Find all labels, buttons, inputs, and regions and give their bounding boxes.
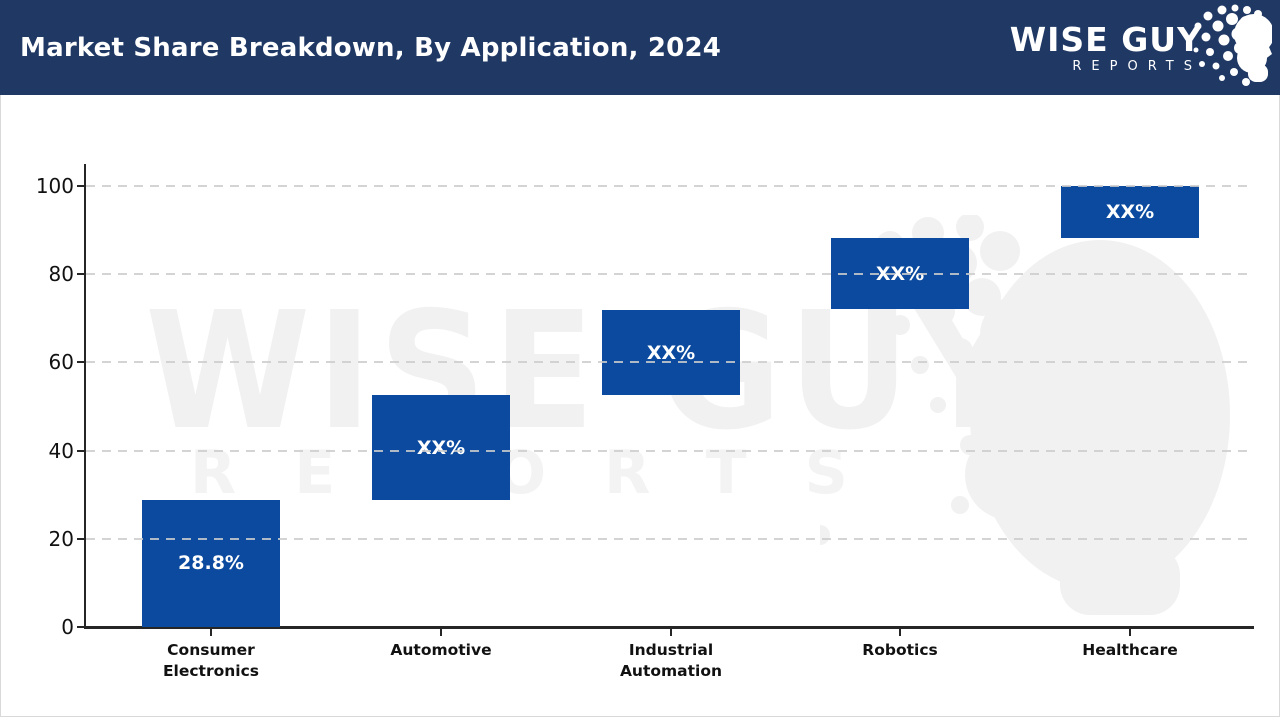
category-label: Automotive <box>390 641 492 659</box>
y-tick-label-0: 0 <box>61 615 74 639</box>
y-tick-label-80: 80 <box>48 262 74 287</box>
category-label: Industrial Automation <box>619 641 723 680</box>
y-tick-label-40: 40 <box>48 438 74 463</box>
logo-name-text: WISE GUY <box>1009 20 1202 59</box>
x-tick-mark <box>670 629 672 636</box>
category-label: Consumer Electronics <box>162 641 260 680</box>
y-tick-mark-60 <box>77 361 84 364</box>
y-tick-label-60: 60 <box>48 350 74 375</box>
gridline-20 <box>86 537 1253 540</box>
x-tick-mark <box>440 629 442 636</box>
logo-text: WISE GUY REPORTS <box>1010 22 1202 75</box>
x-tick-mark <box>210 629 212 636</box>
bar-value-label: 28.8% <box>178 552 244 575</box>
y-tick-mark-0 <box>77 626 84 628</box>
y-tick-mark-20 <box>77 537 84 540</box>
watermark-wiseguy-text: WISE GUY <box>145 278 1031 466</box>
bar-segment: XX% <box>372 395 510 500</box>
wiseguy-logo: WISE GUY REPORTS <box>1010 0 1272 95</box>
bar-value-label: XX% <box>416 436 466 459</box>
header-bar: Market Share Breakdown, By Application, … <box>0 0 1280 95</box>
x-axis-line <box>84 626 1254 629</box>
y-tick-mark-40 <box>77 449 84 452</box>
y-tick-label-100: 100 <box>35 174 74 198</box>
bar-segment: XX% <box>1061 186 1199 239</box>
category-label: Healthcare <box>1082 641 1178 659</box>
gridline-40 <box>86 449 1253 452</box>
bar-value-label: XX% <box>1105 201 1155 224</box>
y-axis-line <box>84 164 86 629</box>
dotted-face-icon <box>1187 4 1272 86</box>
gridline-80 <box>86 273 1253 276</box>
bar-segment: 28.8% <box>142 499 280 627</box>
bar-segment: XX% <box>602 310 740 396</box>
y-tick-mark-80 <box>77 273 84 276</box>
x-tick-mark <box>1129 629 1131 636</box>
watermark-reports-text: REPORTS <box>190 438 906 508</box>
y-tick-mark-100 <box>77 185 84 187</box>
gridline-60 <box>86 361 1253 364</box>
x-tick-mark <box>899 629 901 636</box>
y-tick-label-20: 20 <box>48 526 74 551</box>
gridline-100 <box>86 185 1253 187</box>
page-title: Market Share Breakdown, By Application, … <box>20 32 722 63</box>
logo-sub-text: REPORTS <box>1072 59 1202 74</box>
category-label: Robotics <box>862 641 938 659</box>
bar-value-label: XX% <box>646 341 696 364</box>
